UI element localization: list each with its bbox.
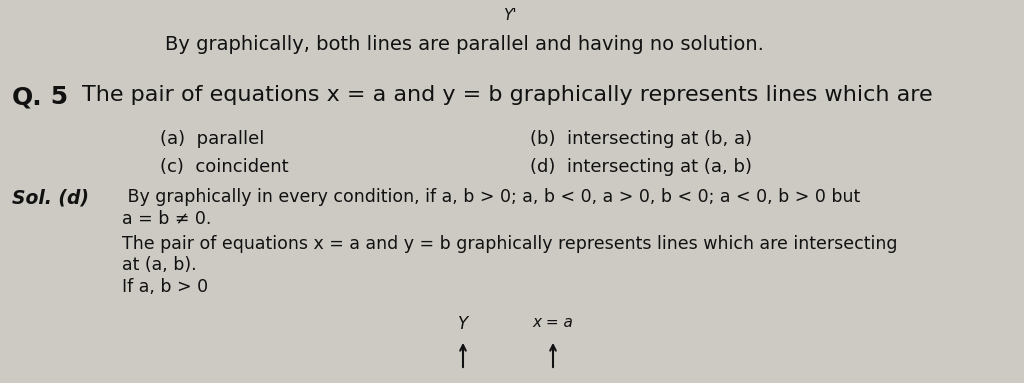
Text: By graphically in every condition, if a, b > 0; a, b < 0, a > 0, b < 0; a < 0, b: By graphically in every condition, if a,… [122,188,860,206]
Text: The pair of equations x = a and y = b graphically represents lines which are int: The pair of equations x = a and y = b gr… [122,235,897,253]
Text: x = a: x = a [532,315,573,330]
Text: Q.: Q. [12,85,43,109]
Text: a = b ≠ 0.: a = b ≠ 0. [122,210,211,228]
Text: at (a, b).: at (a, b). [122,256,197,274]
Text: (a)  parallel: (a) parallel [160,130,264,148]
Text: Sol. (d): Sol. (d) [12,188,89,207]
Text: By graphically, both lines are parallel and having no solution.: By graphically, both lines are parallel … [165,35,764,54]
Text: The pair of equations x = a and y = b graphically represents lines which are: The pair of equations x = a and y = b gr… [82,85,933,105]
Text: Y: Y [458,315,468,333]
Text: (d)  intersecting at (a, b): (d) intersecting at (a, b) [530,158,752,176]
Text: (b)  intersecting at (b, a): (b) intersecting at (b, a) [530,130,752,148]
Text: If a, b > 0: If a, b > 0 [122,278,208,296]
Text: Y': Y' [503,8,517,23]
Text: 5: 5 [42,85,77,109]
Text: (c)  coincident: (c) coincident [160,158,289,176]
